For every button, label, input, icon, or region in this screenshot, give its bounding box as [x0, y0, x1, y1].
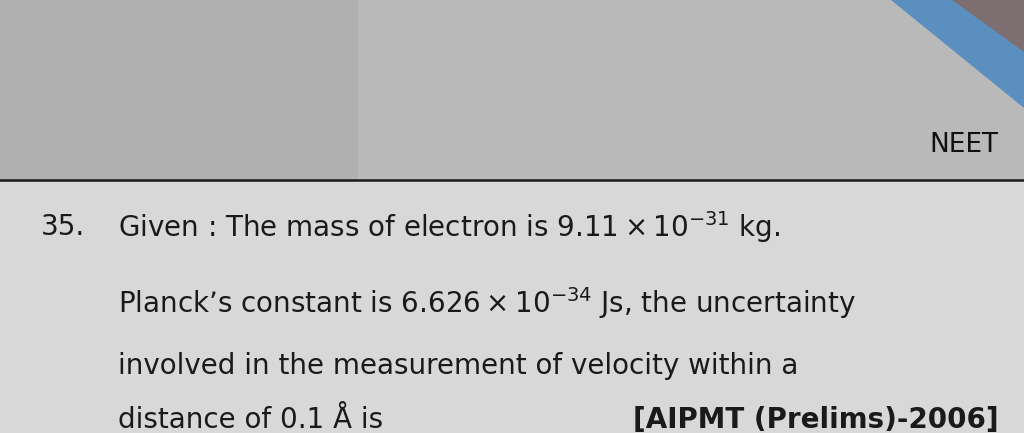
Text: Planck’s constant is $6.626\times10^{-34}$ Js, the uncertainty: Planck’s constant is $6.626\times10^{-34… [118, 285, 856, 321]
Text: Given : The mass of electron is $9.11\times10^{-31}$ kg.: Given : The mass of electron is $9.11\ti… [118, 210, 780, 245]
Polygon shape [891, 0, 1024, 108]
Bar [0, 0, 1024, 180]
Text: NEET: NEET [929, 132, 998, 158]
Text: involved in the measurement of velocity within a: involved in the measurement of velocity … [118, 352, 798, 380]
Text: distance of 0.1 Å is: distance of 0.1 Å is [118, 406, 383, 433]
Bar [358, 0, 1024, 180]
Polygon shape [952, 0, 1024, 52]
Text: 35.: 35. [41, 213, 85, 241]
Text: [AIPMT (Prelims)-2006]: [AIPMT (Prelims)-2006] [633, 406, 998, 433]
